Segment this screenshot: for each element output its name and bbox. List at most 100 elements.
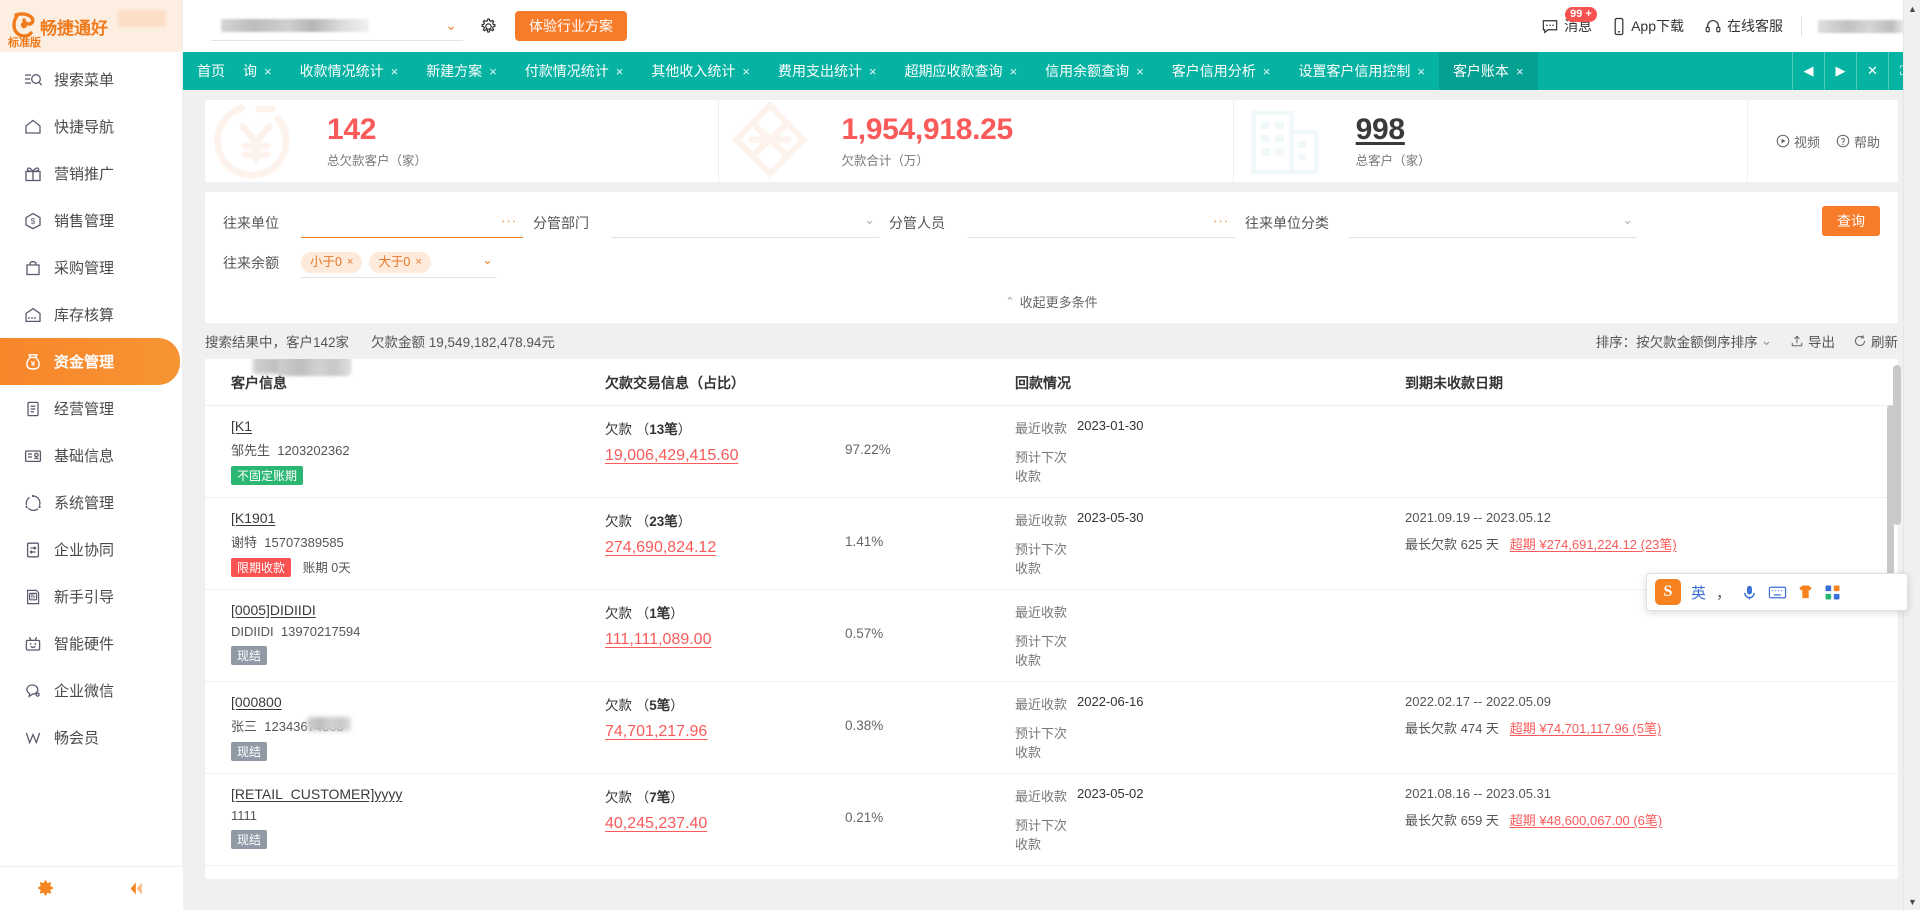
sidebar-item-fund-management[interactable]: ¥ 资金管理 xyxy=(0,338,180,385)
overdue-amount-link[interactable]: 超期 ¥74,701,117.96 (5笔) xyxy=(1509,721,1662,736)
export-button[interactable]: 导出 xyxy=(1790,331,1835,351)
table-row[interactable]: [0005]DIDIIDI DIDIIDI 13970217594 现结 欠款 … xyxy=(205,589,1898,682)
table-row[interactable]: [K1 邹先生 1203202362 不固定账期 欠款 （13 xyxy=(205,359,1898,498)
tab-customer-ledger[interactable]: 客户账本 × xyxy=(1438,52,1538,90)
close-icon[interactable]: × xyxy=(615,63,624,79)
lang-en-icon[interactable]: 英 xyxy=(1691,582,1706,603)
tab-new-plan[interactable]: 新建方案 × xyxy=(412,52,511,90)
more-dots-icon[interactable]: ··· xyxy=(501,213,517,228)
customer-name-link[interactable]: [K1901 xyxy=(231,510,276,526)
owe-amount-link[interactable]: 74,701,217.96 xyxy=(605,723,708,740)
tab-query[interactable]: 询 × xyxy=(229,52,286,90)
department-select[interactable]: ⌄ xyxy=(611,208,879,238)
scroll-up-arrow-icon[interactable]: ▲ xyxy=(1908,3,1917,14)
close-icon[interactable]: × xyxy=(1136,63,1144,79)
close-icon[interactable]: × xyxy=(489,63,497,79)
sidebar-item-basic-info[interactable]: 基础信息 xyxy=(0,432,182,479)
tab-overdue-receivable-query[interactable]: 超期应收款查询 × xyxy=(891,52,1032,90)
sidebar-item-collaboration[interactable]: 企业协同 xyxy=(0,526,182,573)
more-dots-icon[interactable]: ··· xyxy=(1213,213,1229,228)
app-download-button[interactable]: App下载 xyxy=(1612,16,1684,36)
keyboard-icon[interactable] xyxy=(1768,585,1787,600)
org-selector[interactable]: ⌄ xyxy=(211,11,463,41)
table-row[interactable]: [K1901 谢特 15707389585 限期收款 账期 0天 xyxy=(205,359,1898,590)
scroll-down-arrow-icon[interactable]: ▼ xyxy=(1908,896,1917,907)
sidebar-item-beginner-guide[interactable]: 新 新手引导 xyxy=(0,573,182,620)
messages-button[interactable]: 消息 99 + xyxy=(1541,7,1597,36)
help-link[interactable]: 帮助 xyxy=(1836,132,1880,151)
tab-payment-stats[interactable]: 付款情况统计 × xyxy=(511,52,638,90)
balance-chip-less-than-zero[interactable]: 小于0 × xyxy=(301,252,363,273)
tab-home[interactable]: 首页 xyxy=(183,52,229,90)
table-row[interactable]: [000800 张三 12343674388 现结 欠款 xyxy=(205,359,1898,774)
close-icon[interactable]: × xyxy=(1417,63,1425,79)
owe-amount-link[interactable]: 40,245,237.40 xyxy=(605,815,708,832)
settings-gear-icon[interactable] xyxy=(0,879,92,898)
query-button[interactable]: 查询 xyxy=(1822,206,1880,236)
sidebar-item-system[interactable]: 系统管理 xyxy=(0,479,182,526)
sidebar-item-quick-nav[interactable]: 快捷导航 xyxy=(0,103,182,150)
close-icon[interactable]: × xyxy=(1009,63,1018,79)
table-row[interactable]: [RETAIL_CUSTOMER]yyyy 1111 现结 欠款 （7笔） xyxy=(205,773,1898,866)
sidebar-item-smart-hardware[interactable]: 智能硬件 xyxy=(0,620,182,667)
close-icon[interactable]: × xyxy=(390,63,399,79)
content-scrollbar[interactable] xyxy=(1891,90,1903,910)
customer-name-link[interactable]: [000800 xyxy=(231,694,282,710)
balance-multiselect[interactable]: 小于0 × 大于0 × ⌄ xyxy=(301,248,497,278)
sidebar-item-wecom[interactable]: 企业微信 xyxy=(0,667,182,714)
sidebar-item-member[interactable]: 畅会员 xyxy=(0,714,182,761)
owe-amount-link[interactable]: 111,111,089.00 xyxy=(605,631,712,648)
video-link[interactable]: 视频 xyxy=(1776,132,1820,151)
counterparty-input[interactable]: ··· xyxy=(301,208,523,238)
close-icon[interactable]: × xyxy=(1515,63,1524,79)
overdue-amount-link[interactable]: 超期 ¥274,691,224.12 (23笔) xyxy=(1509,537,1677,552)
close-icon[interactable]: × xyxy=(346,256,354,268)
overdue-amount-link[interactable]: 超期 ¥48,600,067.00 (6笔) xyxy=(1509,813,1663,828)
gear-icon[interactable] xyxy=(477,15,499,37)
apps-icon[interactable] xyxy=(1824,584,1841,601)
sidebar-item-inventory[interactable]: 库存核算 xyxy=(0,291,182,338)
window-scrollbar[interactable]: ▲ ▼ xyxy=(1903,0,1920,910)
refresh-button[interactable]: 刷新 xyxy=(1853,331,1898,351)
customer-name-link[interactable]: [K1 xyxy=(231,418,253,434)
tab-customer-credit-analysis[interactable]: 客户信用分析 × xyxy=(1158,52,1285,90)
close-icon[interactable]: ✕ xyxy=(1856,52,1888,90)
sidebar-item-operations[interactable]: 经营管理 xyxy=(0,385,182,432)
sidebar-item-marketing[interactable]: 营销推广 xyxy=(0,150,182,197)
manager-input[interactable]: ··· xyxy=(967,208,1235,238)
content-scrollbar-thumb[interactable] xyxy=(1893,365,1901,525)
tab-credit-balance-query[interactable]: 信用余额查询 × xyxy=(1031,52,1158,90)
collapse-more-conditions-button[interactable]: ⌃ 收起更多条件 xyxy=(1005,292,1097,311)
sidebar-item-search-menu[interactable]: 搜索菜单 xyxy=(0,56,182,103)
balance-chip-greater-than-zero[interactable]: 大于0 × xyxy=(369,252,431,273)
owe-amount-link[interactable]: 19,006,429,415.60 xyxy=(605,447,739,464)
close-icon[interactable]: × xyxy=(742,63,750,79)
sidebar-item-sales[interactable]: $ 销售管理 xyxy=(0,197,182,244)
sogou-ime-toolbar[interactable]: S 英 ， xyxy=(1646,573,1908,611)
chevron-right-icon[interactable]: ▶ xyxy=(1824,52,1856,90)
tab-other-income-stats[interactable]: 其他收入统计 × xyxy=(637,52,764,90)
sidebar-item-purchase[interactable]: 采购管理 xyxy=(0,244,182,291)
owe-amount-link[interactable]: 274,690,824.12 xyxy=(605,539,717,556)
collapse-icon[interactable] xyxy=(92,881,184,896)
mic-icon[interactable] xyxy=(1741,584,1758,601)
table-row[interactable]: [00000 21312 现结 欠款 xyxy=(205,359,1898,879)
tab-expense-stats[interactable]: 费用支出统计 × xyxy=(764,52,891,90)
close-icon[interactable]: × xyxy=(264,63,272,79)
customer-name-link[interactable]: [00000 xyxy=(231,878,274,879)
sogou-logo-icon[interactable]: S xyxy=(1655,579,1681,605)
user-name-mask[interactable] xyxy=(1818,19,1904,33)
online-service-button[interactable]: 在线客服 xyxy=(1704,16,1783,36)
close-icon[interactable]: × xyxy=(868,63,877,79)
customer-name-link[interactable]: [0005]DIDIIDI xyxy=(231,602,316,618)
skin-icon[interactable] xyxy=(1797,584,1814,600)
comma-icon[interactable]: ， xyxy=(1716,582,1731,603)
table-scrollbar-thumb[interactable] xyxy=(1887,405,1894,575)
close-icon[interactable]: × xyxy=(415,256,422,268)
tab-set-customer-credit-control[interactable]: 设置客户信用控制 × xyxy=(1284,52,1439,90)
sort-selector[interactable]: 排序：按欠款金额倒序排序 ⌄ xyxy=(1596,331,1772,351)
chevron-left-icon[interactable]: ◀ xyxy=(1792,52,1824,90)
close-icon[interactable]: × xyxy=(1262,63,1271,79)
customer-name-link[interactable]: [RETAIL_CUSTOMER]yyyy xyxy=(231,786,403,802)
industry-solution-button[interactable]: 体验行业方案 xyxy=(515,11,627,41)
